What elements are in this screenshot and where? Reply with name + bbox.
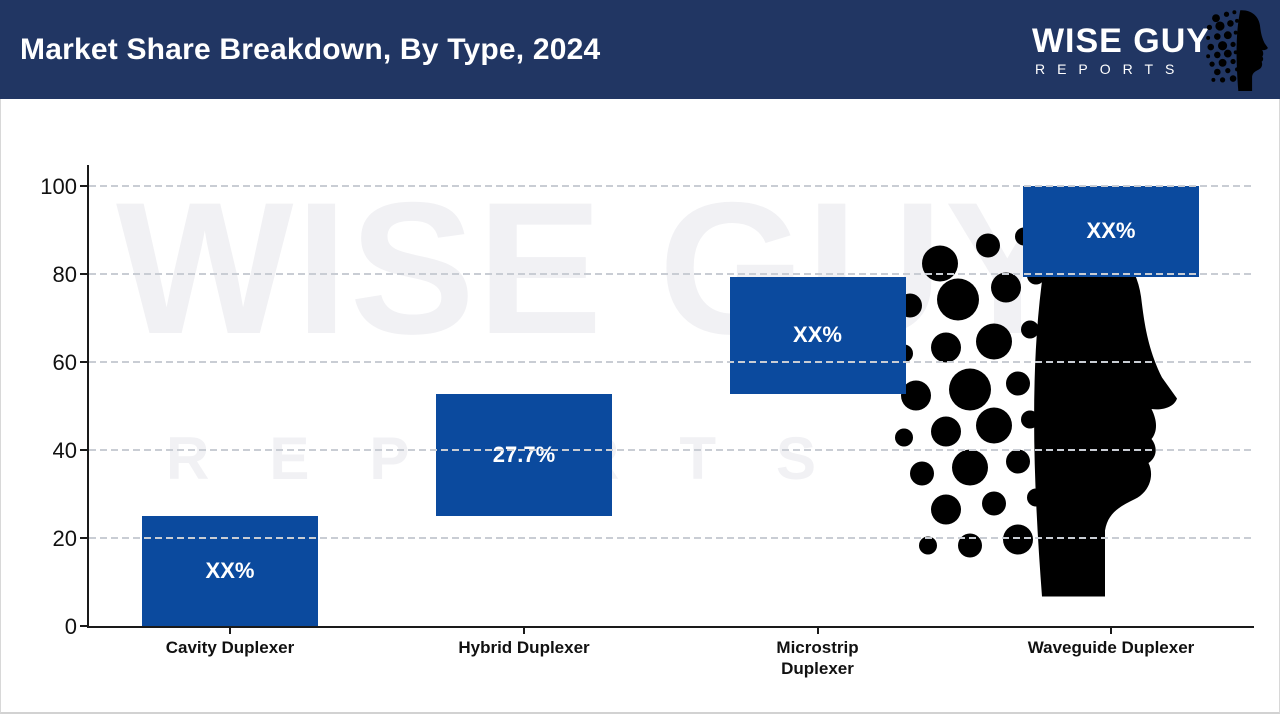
watermark-head-icon <box>886 219 1186 599</box>
wiseguy-logo-name: WISE GUY <box>1031 21 1210 60</box>
header-bar: Market Share Breakdown, By Type, 2024 WI… <box>0 0 1280 99</box>
watermark: WISE GUY REPORTS <box>1 99 1279 712</box>
chart-area: WISE GUY REPORTS <box>0 99 1280 714</box>
watermark-subtitle: REPORTS <box>166 425 877 492</box>
watermark-name: WISE GUY <box>116 163 1073 373</box>
wiseguy-head-icon <box>1204 9 1270 91</box>
page-title: Market Share Breakdown, By Type, 2024 <box>20 32 601 66</box>
wiseguy-logo-subtitle: REPORTS <box>1034 60 1187 77</box>
wiseguy-logo-text: WISE GUY REPORTS <box>1032 24 1210 76</box>
wiseguy-logo: WISE GUY REPORTS <box>1032 9 1280 91</box>
